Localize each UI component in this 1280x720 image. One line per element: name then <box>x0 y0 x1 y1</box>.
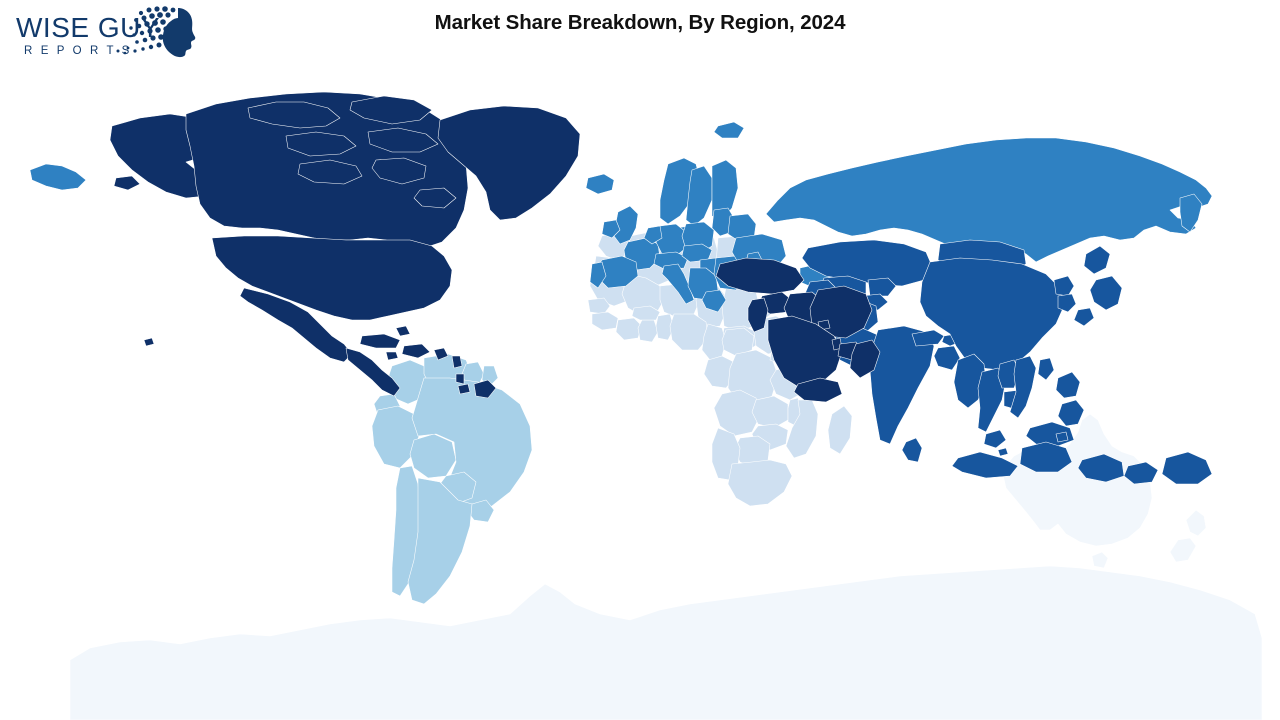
country-greece <box>702 290 726 312</box>
country-trinidad <box>458 384 470 394</box>
country-lebanon-israel-jordan <box>748 298 768 332</box>
country-angola <box>714 390 760 436</box>
country-sri-lanka <box>902 438 922 462</box>
choropleth-map-svg <box>0 48 1280 720</box>
country-malaysia <box>984 422 1074 448</box>
country-bolivia <box>410 434 456 478</box>
country-bangladesh <box>934 346 960 370</box>
country-burkina-faso <box>632 306 660 320</box>
wise-guy-reports-logo: WISE GUY R E P O R T S <box>10 4 205 60</box>
country-japan <box>1074 246 1122 326</box>
country-kazakhstan <box>802 240 932 286</box>
country-vietnam <box>1010 356 1036 418</box>
logo-wordmark-primary: WISE GUY <box>16 12 160 43</box>
country-myanmar <box>954 354 986 408</box>
country-indonesia <box>952 442 1158 484</box>
country-saudi-arabia <box>768 316 842 388</box>
country-ghana <box>638 320 658 342</box>
country-madagascar <box>828 406 852 454</box>
country-french-guiana <box>474 380 496 398</box>
country-hispaniola <box>402 344 430 358</box>
country-papua-new-guinea <box>1162 452 1212 484</box>
country-south-korea <box>1058 294 1076 312</box>
country-guinea <box>592 312 618 330</box>
country-brunei <box>1056 432 1068 442</box>
head-profile-icon <box>116 6 196 58</box>
region-middle-east <box>716 258 880 402</box>
country-germany <box>656 224 686 256</box>
country-senegal <box>588 298 610 314</box>
country-antarctica <box>70 566 1262 720</box>
country-argentina <box>408 478 472 604</box>
country-greenland <box>438 106 580 220</box>
country-kyrgyzstan <box>868 278 896 296</box>
country-svalbard <box>714 122 744 138</box>
country-philippines <box>1056 372 1084 426</box>
country-russia-kamchatka <box>1180 194 1202 232</box>
country-zambia <box>752 396 788 428</box>
country-russia-far-east-wrap <box>30 164 86 190</box>
country-iceland <box>586 174 614 194</box>
country-north-korea <box>1054 276 1074 296</box>
logo-graphic: WISE GUY R E P O R T S <box>16 6 196 58</box>
country-finland <box>712 160 738 220</box>
country-ireland <box>602 220 620 238</box>
country-cuba <box>360 334 400 348</box>
country-new-zealand <box>1170 510 1206 562</box>
country-united-states <box>212 236 452 320</box>
country-south-africa <box>728 460 792 506</box>
country-portugal <box>590 262 606 288</box>
country-oman <box>850 340 880 378</box>
country-aleutian-islands <box>114 176 140 190</box>
country-canada-arctic-islands <box>248 96 456 208</box>
country-taiwan <box>1038 358 1054 380</box>
country-italy <box>662 264 694 304</box>
country-singapore <box>998 448 1008 456</box>
country-ivory-coast <box>616 318 642 340</box>
country-puerto-rico-lesser-antilles <box>434 348 464 384</box>
country-turkey <box>716 258 804 294</box>
country-hawaii <box>144 338 154 346</box>
country-jamaica <box>386 352 398 360</box>
country-netherlands-belgium <box>644 226 662 244</box>
logo-wordmark-secondary: R E P O R T S <box>24 45 132 57</box>
country-norway <box>660 158 700 224</box>
country-tasmania <box>1092 552 1108 568</box>
country-yemen <box>794 378 842 402</box>
country-peru <box>372 406 420 468</box>
country-mexico <box>240 288 352 362</box>
country-sweden <box>686 166 712 226</box>
country-russia <box>766 138 1212 262</box>
country-mozambique <box>786 400 818 458</box>
country-central-america <box>346 348 400 396</box>
country-laos <box>998 360 1020 388</box>
country-switzerland-austria <box>654 252 688 270</box>
country-nigeria <box>670 314 708 350</box>
region-north-america <box>110 92 580 398</box>
country-benin-togo <box>656 314 674 340</box>
country-bahamas <box>396 326 410 336</box>
world-map-chart <box>0 48 1280 720</box>
country-nepal <box>912 330 944 346</box>
